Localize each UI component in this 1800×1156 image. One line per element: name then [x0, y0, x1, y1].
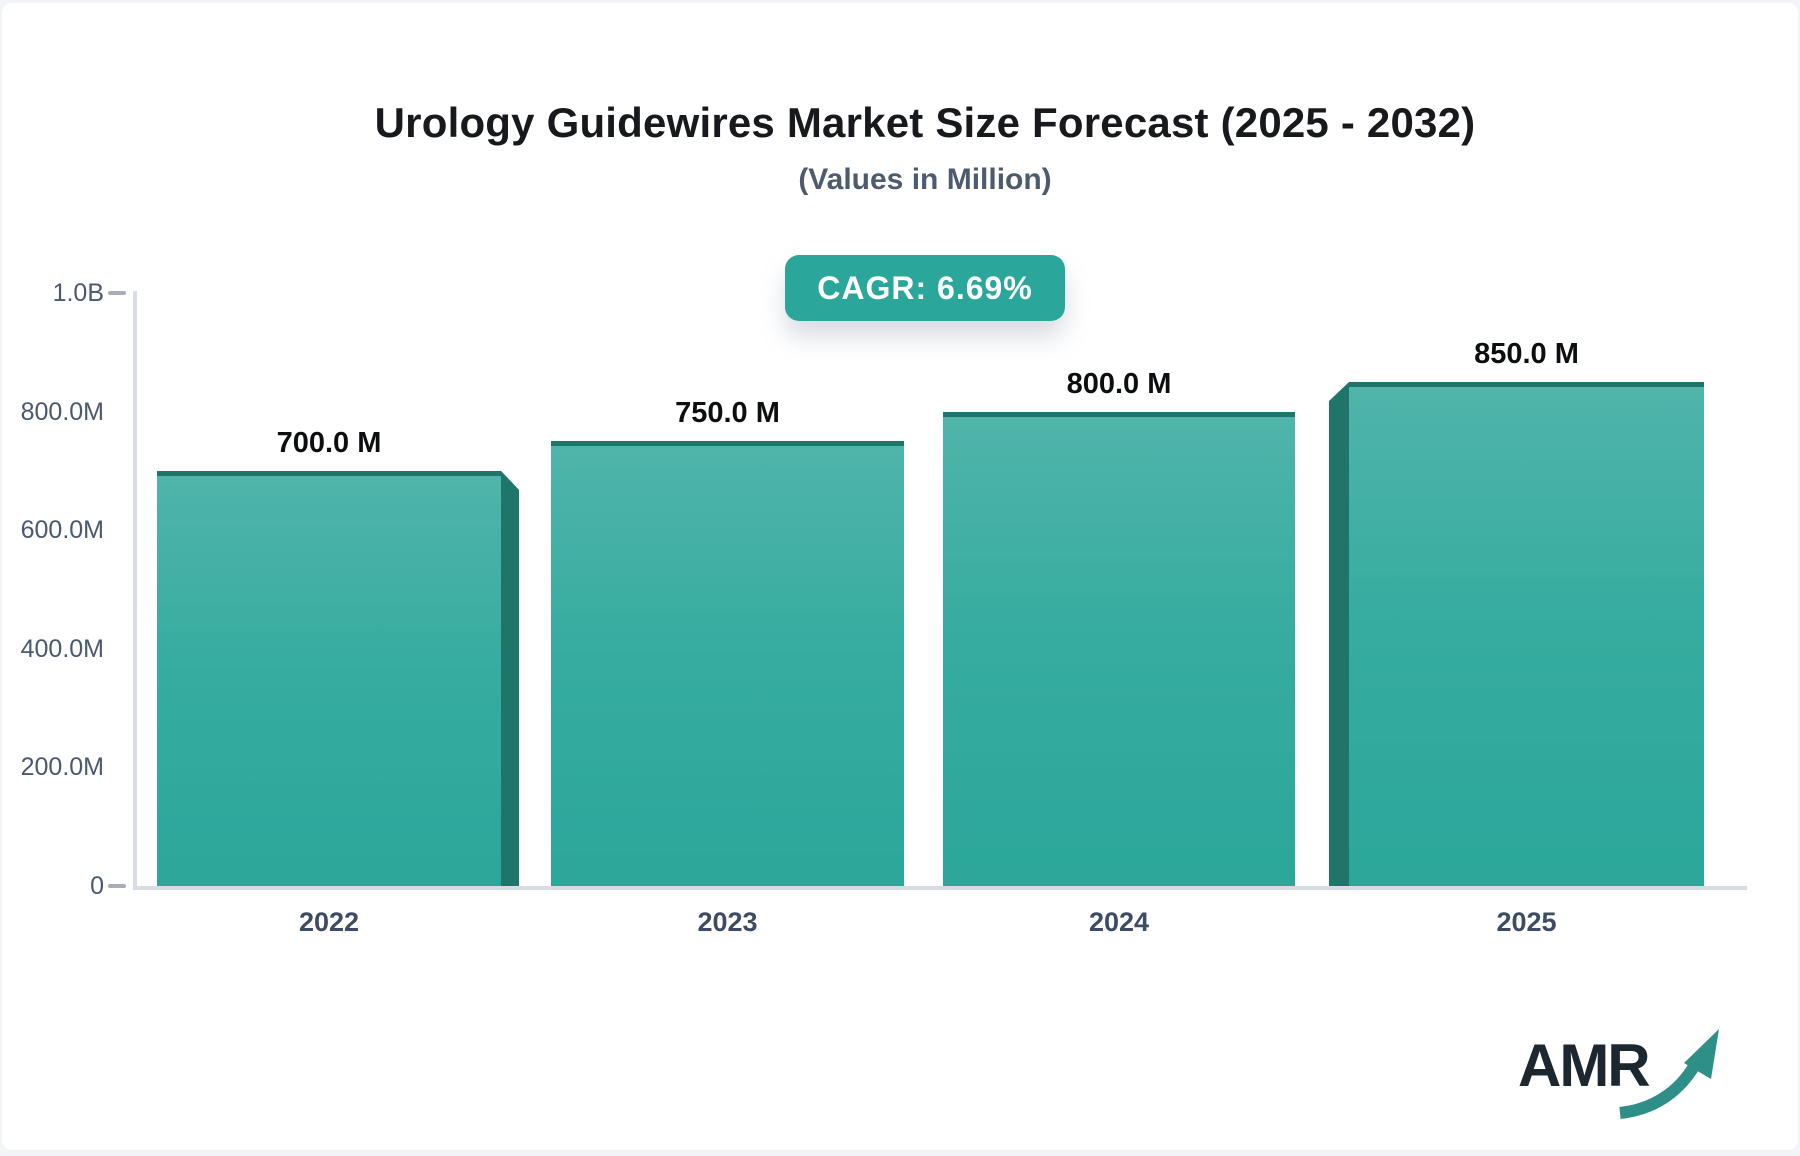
bar-2023	[551, 441, 904, 886]
brand-logo: AMR	[1518, 1025, 1728, 1121]
cagr-badge: CAGR: 6.69%	[785, 255, 1065, 321]
bar-side-face	[501, 470, 519, 886]
chart-title: Urology Guidewires Market Size Forecast …	[374, 99, 1476, 146]
y-tick-mark	[108, 884, 126, 888]
bar-value-label: 850.0 M	[1474, 337, 1579, 370]
x-tick-label: 2024	[1088, 907, 1150, 937]
y-tick-label: 800.0M	[20, 397, 104, 426]
bar-2025	[1349, 381, 1704, 886]
bar-value-label: 700.0 M	[276, 426, 382, 459]
cagr-badge-label: CAGR: 6.69%	[817, 269, 1033, 306]
trend-up-arrow-icon	[1619, 1029, 1719, 1119]
y-axis-line	[133, 291, 137, 890]
bar-2024	[943, 411, 1295, 886]
brand-logo-text: AMR	[1518, 1032, 1651, 1099]
x-tick-label: 2025	[1496, 907, 1557, 937]
y-tick-label: 400.0M	[20, 634, 104, 663]
x-axis-baseline	[133, 886, 1747, 890]
x-tick-label: 2022	[298, 907, 360, 937]
bar-value-label: 800.0 M	[1066, 367, 1172, 400]
y-tick-label: 600.0M	[20, 516, 104, 545]
y-tick-label: 1.0B	[52, 279, 104, 307]
y-tick-label: 0	[90, 872, 104, 900]
x-tick-label: 2023	[697, 907, 758, 937]
y-tick-mark	[108, 291, 126, 295]
bar-2022	[157, 470, 501, 886]
bar-side-face	[1329, 381, 1349, 886]
bar-value-label: 750.0 M	[675, 397, 780, 430]
y-tick-label: 200.0M	[20, 753, 104, 782]
chart-card: Urology Guidewires Market Size Forecast …	[2, 3, 1798, 1150]
chart-subtitle: (Values in Million)	[798, 163, 1052, 196]
